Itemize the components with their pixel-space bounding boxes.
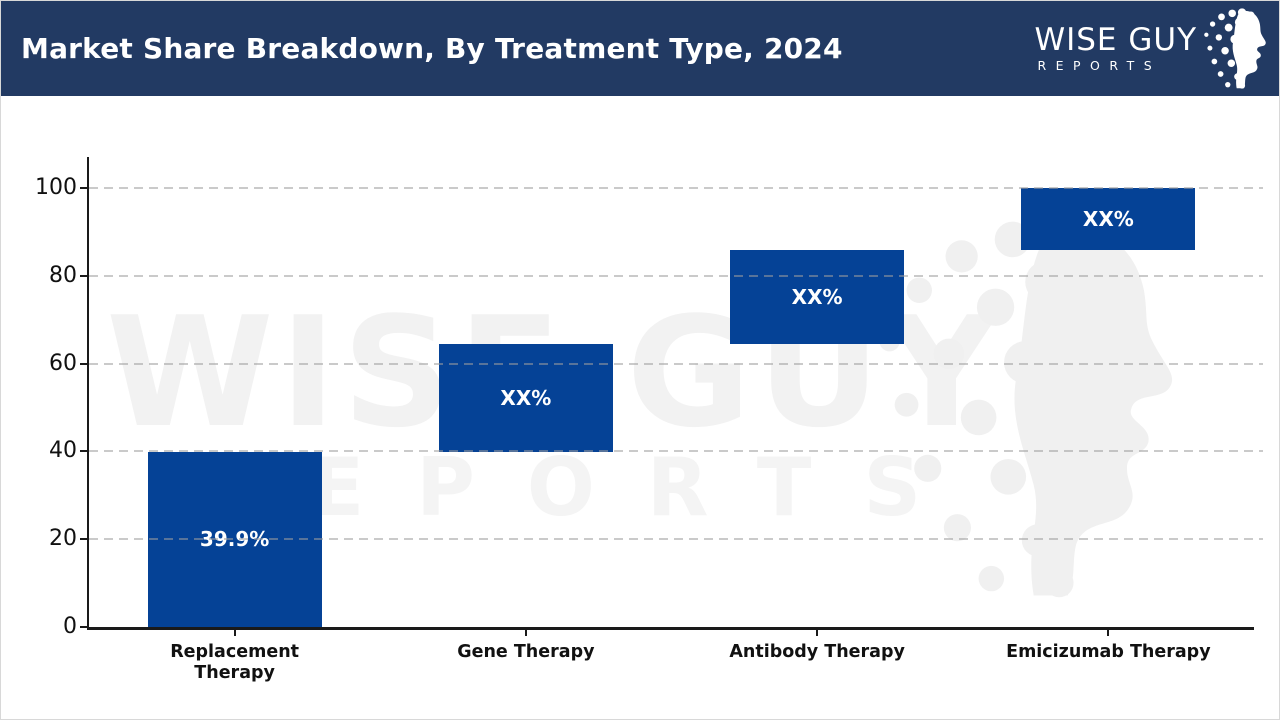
x-tick-label-emicizumab-therapy: Emicizumab Therapy [1006,642,1211,662]
x-tick-gene-therapy [524,629,527,636]
bar-value-label-gene-therapy: XX% [500,386,552,411]
header: Market Share Breakdown, By Treatment Typ… [1,1,1279,96]
y-tick-100 [80,187,88,189]
bar-chart: WISE GUY REPORTS 0 20 40 60 80 100 39.9% Replac… [1,96,1279,719]
watermark-face-icon [879,215,1173,598]
y-tick-label-0: 0 [63,614,77,639]
y-tick-0 [80,626,88,628]
y-tick-20 [80,538,88,541]
x-tick-emicizumab-therapy [1107,629,1110,636]
y-tick-label-20: 20 [49,526,77,552]
y-tick-60 [80,362,88,365]
x-tick-label-replacement-therapy: Replacement Therapy [170,642,300,684]
bar-gene-therapy: XX% [438,344,613,452]
bar-value-label-emicizumab-therapy: XX% [1082,207,1134,232]
bar-emicizumab-therapy: XX% [1021,188,1196,251]
x-axis-line [87,627,1254,630]
gridline-20 [89,538,1263,541]
gridline-40 [89,450,1263,453]
x-tick-antibody-therapy [816,629,819,636]
x-tick-label-gene-therapy: Gene Therapy [457,642,595,662]
wise-guy-logo: WISE GUY REPORTS [1034,1,1279,96]
y-tick-label-80: 80 [49,262,77,288]
y-tick-label-100: 100 [35,175,77,200]
x-tick-replacement-therapy [233,629,236,636]
y-axis-line [87,157,89,629]
logo-wordmark: WISE GUY REPORTS [1034,21,1197,73]
x-tick-label-antibody-therapy: Antibody Therapy [729,642,905,662]
y-tick-label-40: 40 [49,438,77,464]
y-tick-label-60: 60 [49,350,77,376]
y-tick-40 [80,450,88,453]
gridline-100 [89,187,1263,189]
logo-text-line1: WISE GUY [1034,21,1197,58]
gridline-80 [89,274,1263,277]
y-tick-80 [80,274,88,277]
page-title: Market Share Breakdown, By Treatment Typ… [21,32,843,65]
bar-value-label-antibody-therapy: XX% [791,285,843,310]
bar-antibody-therapy: XX% [730,250,905,345]
logo-text-line2: REPORTS [1037,57,1162,73]
logo-face-icon [1204,7,1266,89]
gridline-60 [89,362,1263,365]
